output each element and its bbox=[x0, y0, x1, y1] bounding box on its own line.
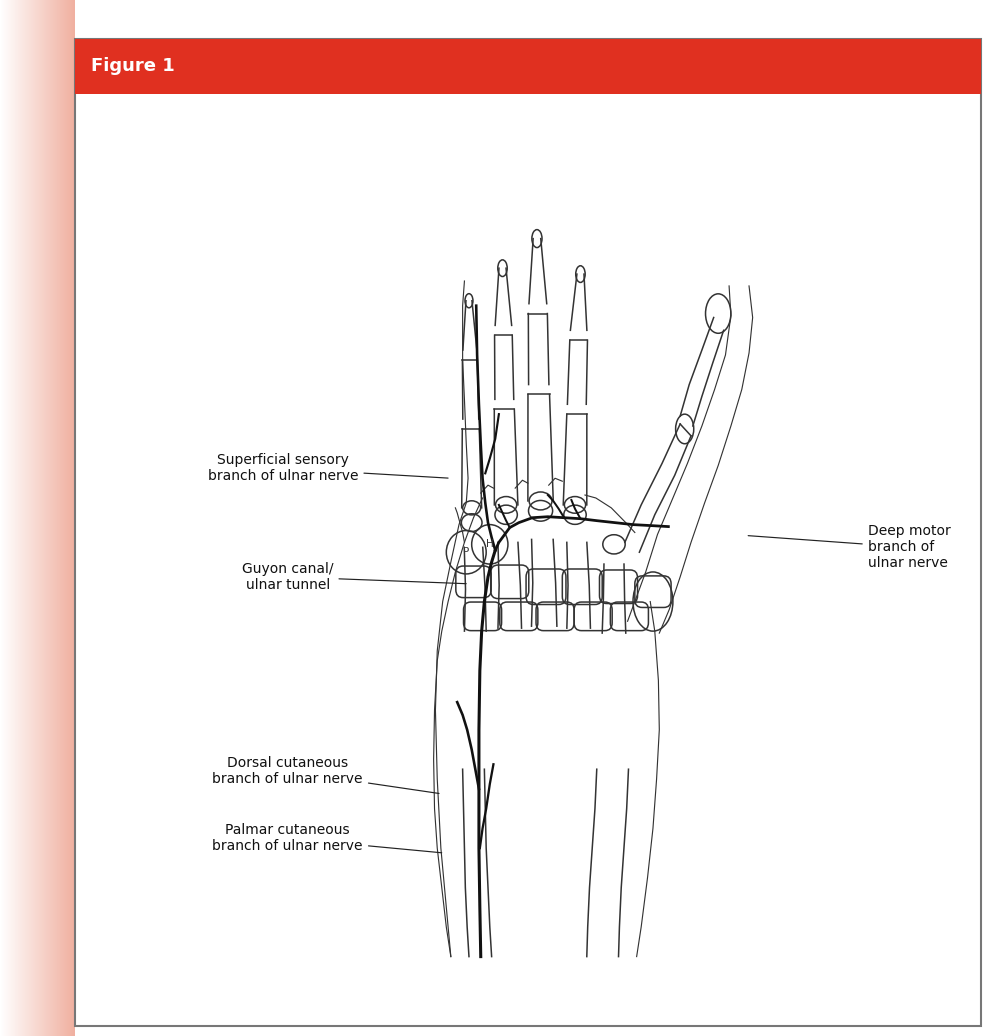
Text: Deep motor
branch of
ulnar nerve: Deep motor branch of ulnar nerve bbox=[748, 524, 950, 571]
Text: Palmar cutaneous
branch of ulnar nerve: Palmar cutaneous branch of ulnar nerve bbox=[212, 824, 441, 854]
Text: Guyon canal/
ulnar tunnel: Guyon canal/ ulnar tunnel bbox=[242, 562, 466, 592]
Text: Dorsal cutaneous
branch of ulnar nerve: Dorsal cutaneous branch of ulnar nerve bbox=[212, 756, 439, 794]
Bar bbox=[75, 39, 981, 93]
Text: P: P bbox=[463, 547, 469, 557]
Text: Superficial sensory
branch of ulnar nerve: Superficial sensory branch of ulnar nerv… bbox=[208, 454, 448, 484]
Text: H: H bbox=[486, 540, 494, 549]
Text: Figure 1: Figure 1 bbox=[91, 57, 174, 76]
